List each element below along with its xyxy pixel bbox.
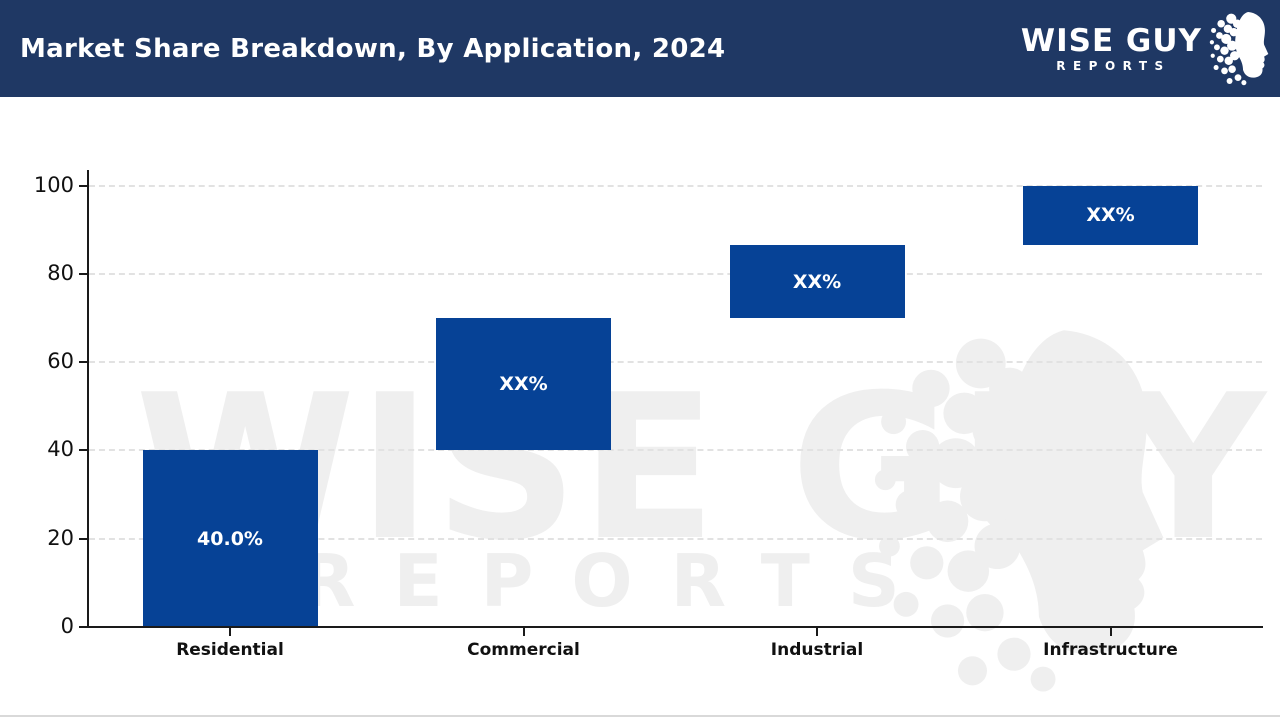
gridline-y-20	[89, 537, 1262, 540]
wiseguy-face-icon	[1209, 11, 1269, 86]
x-category-label-industrial: Industrial	[770, 640, 864, 660]
y-tick-mark	[79, 184, 87, 187]
page-title: Market Share Breakdown, By Application, …	[20, 33, 726, 64]
bar-infrastructure: XX%	[1023, 185, 1198, 246]
bar-residential: 40.0%	[142, 450, 318, 627]
gridline-y-60	[89, 361, 1262, 364]
wiseguy-logo: WISE GUY REPORTS	[1021, 5, 1270, 93]
y-tick-mark	[79, 537, 87, 540]
y-tick-label: 100	[33, 172, 74, 197]
y-tick-label: 80	[47, 260, 74, 285]
y-tick-mark	[79, 272, 87, 275]
bar-value-label: 40.0%	[197, 527, 263, 550]
x-tick-mark	[229, 628, 231, 636]
gridline-y-40	[89, 449, 1262, 452]
y-axis-spine	[87, 170, 89, 628]
y-tick-label: 20	[47, 525, 74, 550]
x-tick-mark	[1109, 628, 1112, 636]
x-category-label-commercial: Commercial	[467, 640, 580, 660]
bar-value-label: XX%	[1086, 204, 1135, 227]
bottom-divider	[0, 715, 1280, 717]
y-tick-label: 40	[47, 437, 74, 462]
bar-value-label: XX%	[792, 270, 842, 293]
watermark-sub-text: REPORTS	[300, 539, 938, 623]
bar-value-label: XX%	[499, 373, 548, 396]
wiseguy-logo-text: WISE GUY REPORTS	[1021, 25, 1202, 73]
wiseguy-brand: WISE GUY	[1020, 23, 1202, 60]
watermark-face-icon	[874, 330, 1164, 692]
y-tick-label: 0	[60, 614, 74, 638]
y-tick-label: 60	[47, 349, 74, 374]
header-bar: Market Share Breakdown, By Application, …	[0, 0, 1280, 97]
waterfall-chart: WISE GUY REPORTS 0 20 40 60 80 100 40.0% XX% XX%…	[0, 97, 1280, 717]
x-tick-mark	[522, 628, 525, 636]
gridline-y-80	[89, 272, 1262, 275]
x-category-label-infrastructure: Infrastructure	[1043, 640, 1178, 660]
y-tick-mark	[79, 361, 87, 364]
gridline-y-100	[89, 184, 1262, 187]
x-tick-mark	[816, 628, 818, 636]
bar-commercial: XX%	[436, 317, 611, 451]
x-axis-spine	[87, 626, 1263, 628]
bar-industrial: XX%	[729, 245, 905, 318]
x-category-label-residential: Residential	[176, 640, 284, 660]
y-tick-mark	[79, 626, 87, 628]
wiseguy-sub: REPORTS	[1056, 58, 1171, 73]
y-tick-mark	[79, 449, 87, 452]
